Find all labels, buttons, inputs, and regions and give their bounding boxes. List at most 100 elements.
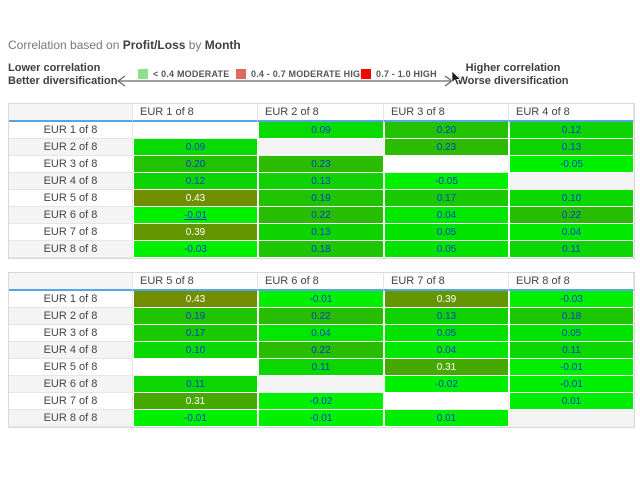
correlation-value-cell[interactable]: -0.01 [509, 359, 634, 376]
correlation-value-cell[interactable]: 0.01 [384, 410, 509, 427]
table-row: EUR 8 of 8 -0.03 0.18 0.05 0.11 [9, 241, 634, 258]
title-metric: Profit/Loss [122, 38, 186, 52]
correlation-value-cell[interactable]: 0.13 [258, 173, 384, 190]
table-row: EUR 7 of 8 0.31 -0.02 0.01 [9, 393, 634, 410]
table-row: EUR 7 of 8 0.39 0.13 0.05 0.04 [9, 224, 634, 241]
correlation-value-cell[interactable]: 0.43 [133, 190, 258, 207]
column-header: EUR 6 of 8 [258, 273, 384, 291]
table-row: EUR 2 of 8 0.19 0.22 0.13 0.18 [9, 308, 634, 325]
diagonal-empty-cell [509, 410, 634, 427]
correlation-value-cell[interactable]: 0.01 [509, 393, 634, 410]
correlation-value-cell[interactable]: 0.31 [133, 393, 258, 410]
row-label: EUR 2 of 8 [9, 308, 133, 325]
correlation-value-cell[interactable]: 0.23 [384, 139, 509, 156]
mouse-cursor-icon [451, 71, 462, 86]
row-label: EUR 7 of 8 [9, 224, 133, 241]
correlation-value-cell[interactable]: 0.17 [384, 190, 509, 207]
correlation-value-cell[interactable]: -0.05 [509, 156, 634, 173]
correlation-value-cell[interactable]: 0.13 [384, 308, 509, 325]
correlation-value-cell[interactable]: 0.10 [133, 342, 258, 359]
correlation-value-cell[interactable]: -0.01 [133, 410, 258, 427]
correlation-table-eur-5-8: EUR 5 of 8 EUR 6 of 8 EUR 7 of 8 EUR 8 of 8… [8, 272, 635, 428]
diagonal-empty-cell [509, 173, 634, 190]
correlation-value-cell[interactable]: 0.12 [133, 173, 258, 190]
correlation-value-cell[interactable]: 0.11 [133, 376, 258, 393]
table-row: EUR 3 of 8 0.20 0.23 -0.05 [9, 156, 634, 173]
legend-item-label: 0.7 - 1.0 HIGH [376, 68, 437, 79]
correlation-value-cell[interactable]: 0.19 [258, 190, 384, 207]
correlation-value-cell[interactable]: 0.43 [133, 291, 258, 308]
correlation-value-cell[interactable]: 0.05 [384, 241, 509, 258]
column-header: EUR 3 of 8 [384, 104, 509, 122]
correlation-value-cell[interactable]: 0.05 [384, 224, 509, 241]
diagonal-empty-cell [133, 122, 258, 139]
correlation-value-cell[interactable]: 0.13 [509, 139, 634, 156]
legend-right-line1: Higher correlation [465, 62, 561, 74]
correlation-value-cell[interactable]: 0.23 [258, 156, 384, 173]
row-label: EUR 5 of 8 [9, 359, 133, 376]
correlation-value-cell[interactable]: 0.22 [258, 342, 384, 359]
page-title: Correlation based on Profit/Loss by Mont… [8, 38, 241, 52]
title-by: by [185, 38, 205, 52]
table-row: EUR 4 of 8 0.10 0.22 0.04 0.11 [9, 342, 634, 359]
correlation-value-cell[interactable]: -0.01 [509, 376, 634, 393]
diagonal-empty-cell [133, 359, 258, 376]
correlation-value-cell[interactable]: 0.39 [384, 291, 509, 308]
correlation-value-cell[interactable]: 0.18 [509, 308, 634, 325]
high-swatch-icon [361, 68, 371, 79]
row-label: EUR 6 of 8 [9, 376, 133, 393]
correlation-value-cell[interactable]: -0.01 [133, 207, 258, 224]
table-row: EUR 8 of 8 -0.01 -0.01 0.01 [9, 410, 634, 427]
row-label: EUR 7 of 8 [9, 393, 133, 410]
correlation-value-cell[interactable]: 0.12 [509, 122, 634, 139]
table-row: EUR 1 of 8 0.09 0.20 0.12 [9, 122, 634, 139]
row-label: EUR 3 of 8 [9, 325, 133, 342]
table-row: EUR 6 of 8 -0.01 0.22 0.04 0.22 [9, 207, 634, 224]
correlation-value-cell[interactable]: 0.18 [258, 241, 384, 258]
correlation-value-cell[interactable]: 0.11 [258, 359, 384, 376]
correlation-value-cell[interactable]: 0.05 [509, 325, 634, 342]
row-label: EUR 8 of 8 [9, 410, 133, 427]
correlation-value-cell[interactable]: 0.22 [258, 308, 384, 325]
correlation-value-cell[interactable]: -0.05 [384, 173, 509, 190]
table-row: EUR 6 of 8 0.11 -0.02 -0.01 [9, 376, 634, 393]
corner-header [9, 273, 133, 291]
correlation-value-cell[interactable]: 0.05 [384, 325, 509, 342]
row-label: EUR 2 of 8 [9, 139, 133, 156]
legend-item-high: 0.7 - 1.0 HIGH [361, 65, 437, 79]
row-label: EUR 1 of 8 [9, 291, 133, 308]
correlation-value-cell[interactable]: 0.20 [384, 122, 509, 139]
table-row: EUR 1 of 8 0.43 -0.01 0.39 -0.03 [9, 291, 634, 308]
correlation-value-cell[interactable]: 0.09 [258, 122, 384, 139]
correlation-value-cell[interactable]: 0.13 [258, 224, 384, 241]
correlation-value-cell[interactable]: 0.31 [384, 359, 509, 376]
row-label: EUR 1 of 8 [9, 122, 133, 139]
correlation-value-cell[interactable]: 0.19 [133, 308, 258, 325]
correlation-value-cell[interactable]: 0.20 [133, 156, 258, 173]
legend-right-line2: Worse diversification [457, 75, 569, 87]
correlation-value-cell[interactable]: 0.22 [258, 207, 384, 224]
column-header: EUR 7 of 8 [384, 273, 509, 291]
correlation-value-cell[interactable]: -0.02 [384, 376, 509, 393]
correlation-value-cell[interactable]: 0.04 [384, 342, 509, 359]
correlation-value-cell[interactable]: 0.10 [509, 190, 634, 207]
correlation-value-cell[interactable]: 0.04 [258, 325, 384, 342]
correlation-value-cell[interactable]: 0.39 [133, 224, 258, 241]
row-label: EUR 3 of 8 [9, 156, 133, 173]
title-prefix: Correlation based on [8, 38, 123, 52]
correlation-value-cell[interactable]: 0.17 [133, 325, 258, 342]
correlation-value-cell[interactable]: -0.01 [258, 291, 384, 308]
correlation-value-cell[interactable]: 0.22 [509, 207, 634, 224]
diagonal-empty-cell [384, 156, 509, 173]
row-label: EUR 6 of 8 [9, 207, 133, 224]
correlation-value-cell[interactable]: -0.01 [258, 410, 384, 427]
correlation-value-cell[interactable]: -0.03 [509, 291, 634, 308]
correlation-value-cell[interactable]: 0.11 [509, 342, 634, 359]
correlation-value-cell[interactable]: -0.03 [133, 241, 258, 258]
correlation-value-cell[interactable]: 0.11 [509, 241, 634, 258]
diagonal-empty-cell [384, 393, 509, 410]
correlation-value-cell[interactable]: 0.04 [509, 224, 634, 241]
correlation-value-cell[interactable]: 0.04 [384, 207, 509, 224]
correlation-value-cell[interactable]: 0.09 [133, 139, 258, 156]
correlation-value-cell[interactable]: -0.02 [258, 393, 384, 410]
